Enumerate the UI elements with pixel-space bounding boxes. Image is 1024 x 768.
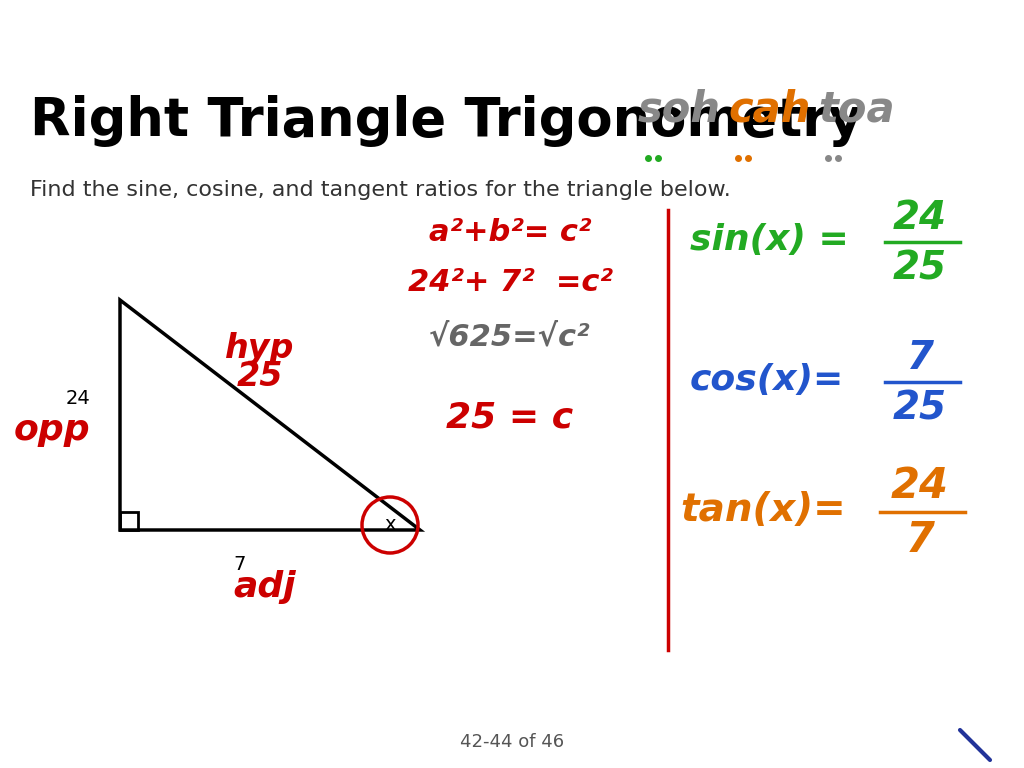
Text: 25: 25 xyxy=(893,249,947,287)
Text: √625=√c²: √625=√c² xyxy=(429,323,591,352)
Text: toa: toa xyxy=(818,88,895,130)
Text: soh: soh xyxy=(638,88,721,130)
Text: 42-44 of 46: 42-44 of 46 xyxy=(460,733,564,751)
Text: 25: 25 xyxy=(893,389,947,427)
Text: cos(x)=: cos(x)= xyxy=(690,363,844,397)
Text: 25 = c: 25 = c xyxy=(446,400,573,434)
Text: 24: 24 xyxy=(66,389,90,408)
Text: 25: 25 xyxy=(237,360,284,393)
Text: cah: cah xyxy=(728,88,810,130)
Text: 24: 24 xyxy=(891,465,949,507)
Text: 7: 7 xyxy=(233,555,246,574)
Text: 24: 24 xyxy=(893,199,947,237)
Text: Right Triangle Trigonometry: Right Triangle Trigonometry xyxy=(30,95,862,147)
Text: opp: opp xyxy=(13,413,90,447)
Text: 24²+ 7²  =c²: 24²+ 7² =c² xyxy=(408,268,612,297)
Text: adj: adj xyxy=(233,570,296,604)
Text: tan(x)=: tan(x)= xyxy=(680,491,846,529)
Text: hyp: hyp xyxy=(225,332,295,365)
Text: 7: 7 xyxy=(905,519,935,561)
Text: sin(x) =: sin(x) = xyxy=(690,223,849,257)
Text: 7: 7 xyxy=(906,339,934,377)
Text: Find the sine, cosine, and tangent ratios for the triangle below.: Find the sine, cosine, and tangent ratio… xyxy=(30,180,731,200)
Text: a²+b²= c²: a²+b²= c² xyxy=(429,218,591,247)
Text: x: x xyxy=(384,515,395,535)
